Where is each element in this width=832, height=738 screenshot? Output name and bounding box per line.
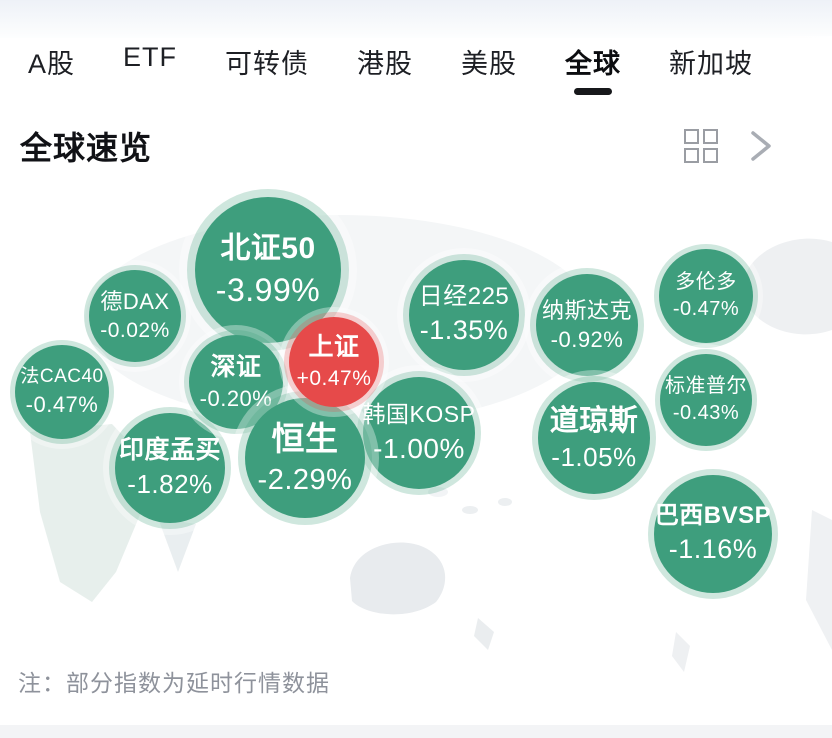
page-title: 全球速览 [20, 130, 153, 166]
bubble-hangseng[interactable]: 恒生 -2.29% [245, 398, 365, 518]
status-bar-haze [0, 0, 832, 38]
tab-convertible-bonds[interactable]: 可转债 [225, 42, 309, 81]
index-name: 上证 [308, 333, 360, 362]
index-change: -1.00% [373, 432, 465, 464]
active-tab-underline [574, 88, 613, 95]
index-change: -0.92% [550, 327, 624, 352]
bubble-bvsp[interactable]: 巴西BVSP -1.16% [654, 475, 772, 593]
tab-label: 新加坡 [669, 49, 754, 79]
index-change: +0.47% [296, 366, 372, 390]
index-name: 韩国KOSP [362, 401, 476, 428]
bubble-nasdaq[interactable]: 纳斯达克 -0.92% [536, 274, 638, 376]
tab-label: ETF [123, 42, 178, 72]
index-name: 德DAX [100, 289, 170, 315]
tab-a-shares[interactable]: A股 [28, 42, 75, 81]
tab-label: 美股 [461, 49, 518, 79]
bubble-dax[interactable]: 德DAX -0.02% [89, 270, 181, 362]
index-change: -1.35% [419, 315, 509, 346]
bubble-kospi[interactable]: 韩国KOSP -1.00% [363, 377, 475, 489]
chevron-right-icon[interactable] [748, 129, 774, 163]
tab-label: 港股 [357, 49, 414, 79]
index-change: -0.47% [25, 392, 99, 418]
index-change: -1.05% [551, 441, 637, 472]
index-name: 深证 [210, 352, 262, 381]
tab-us-stocks[interactable]: 美股 [461, 42, 517, 81]
index-name: 印度孟买 [118, 436, 221, 465]
header-actions [684, 129, 774, 163]
index-name: 法CAC40 [20, 366, 104, 388]
grid-view-icon[interactable] [684, 129, 718, 163]
tab-label: 全球 [565, 49, 622, 79]
section-header: 全球速览 [0, 118, 832, 174]
market-tabbar: A股 ETF 可转债 港股 美股 全球 新加坡 [0, 36, 832, 106]
bubble-mumbai[interactable]: 印度孟买 -1.82% [115, 413, 225, 523]
delay-note: 注：部分指数为延时行情数据 [18, 670, 330, 696]
tab-label: A股 [28, 49, 76, 79]
card-bottom-strip [0, 725, 832, 738]
bubble-shanghai[interactable]: 上证 +0.47% [289, 317, 379, 407]
tab-global[interactable]: 全球 [565, 42, 621, 95]
index-name: 道琼斯 [549, 404, 639, 437]
index-name: 日经225 [418, 283, 510, 311]
index-name: 多伦多 [675, 271, 737, 293]
index-change: -0.47% [672, 298, 740, 320]
index-change: -2.29% [257, 463, 353, 496]
bubble-sp500[interactable]: 标准普尔 -0.43% [660, 354, 752, 446]
tab-label: 可转债 [225, 49, 310, 79]
index-name: 标准普尔 [665, 375, 747, 397]
index-change: -0.02% [100, 318, 170, 342]
bubble-bse50[interactable]: 北证50 -3.99% [195, 197, 341, 343]
index-name: 恒生 [271, 420, 339, 458]
index-change: -0.20% [199, 385, 273, 411]
index-change: -1.82% [127, 469, 213, 500]
tab-singapore[interactable]: 新加坡 [669, 42, 753, 81]
bubble-cac40[interactable]: 法CAC40 -0.47% [15, 345, 109, 439]
index-change: -0.43% [672, 402, 740, 424]
index-change: -3.99% [215, 271, 321, 308]
index-name: 北证50 [220, 232, 316, 266]
index-name: 巴西BVSP [654, 502, 772, 530]
index-name: 纳斯达克 [541, 297, 632, 323]
tab-hk-stocks[interactable]: 港股 [357, 42, 413, 81]
bubble-toronto[interactable]: 多伦多 -0.47% [659, 249, 753, 343]
index-change: -1.16% [668, 534, 758, 565]
tab-etf[interactable]: ETF [123, 42, 177, 73]
bubble-dowjones[interactable]: 道琼斯 -1.05% [538, 382, 650, 494]
bubble-nikkei225[interactable]: 日经225 -1.35% [409, 260, 519, 370]
